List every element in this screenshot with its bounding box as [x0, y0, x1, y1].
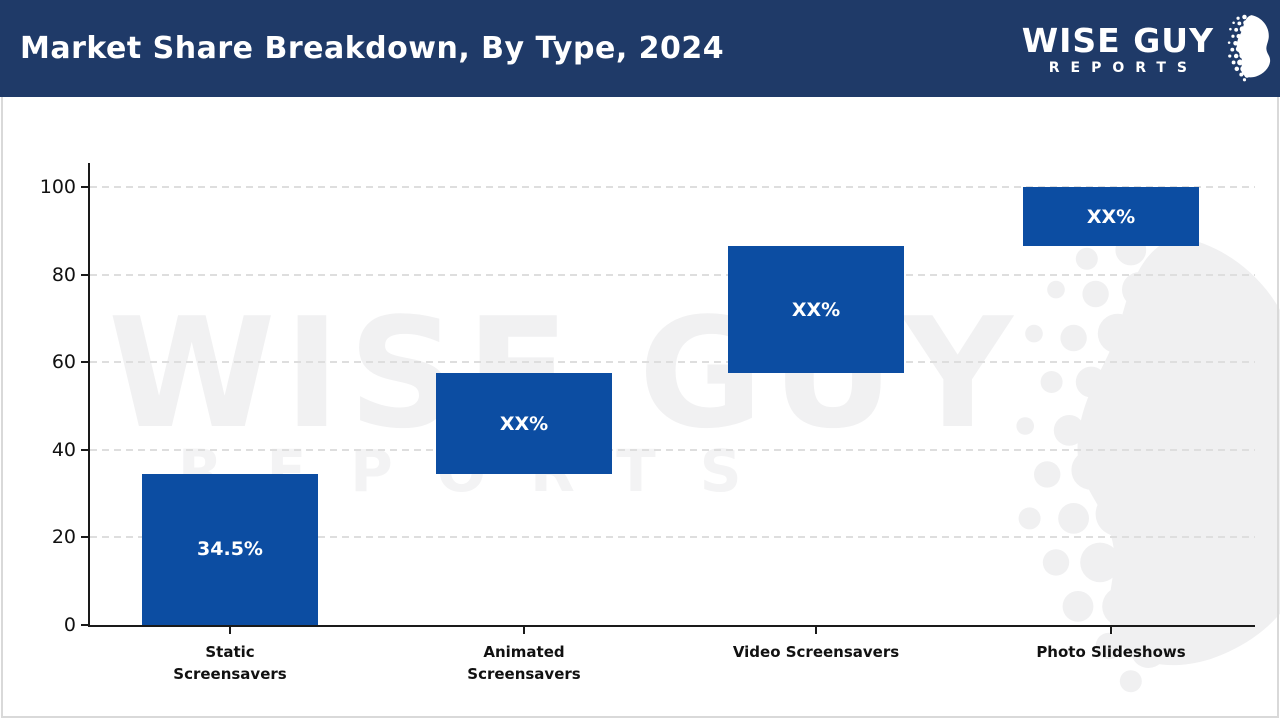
y-axis-tick-label: 20 — [51, 526, 76, 549]
logo-subtext: REPORTS — [1048, 59, 1199, 76]
logo-face-icon — [1208, 8, 1272, 90]
logo-text: WISE GUY REPORTS — [1022, 24, 1214, 75]
x-axis-category-label: Static Screensavers — [173, 643, 287, 683]
x-axis-line — [88, 625, 1255, 627]
x-axis-category-label: Photo Slideshows — [1036, 643, 1186, 661]
y-axis-line — [88, 163, 90, 627]
bar-value-label: 34.5% — [197, 538, 263, 561]
gridline — [90, 186, 1255, 188]
bar-segment: 34.5% — [142, 473, 318, 625]
brand-logo: WISE GUY REPORTS — [1022, 4, 1272, 94]
x-axis-category-label: Video Screensavers — [732, 643, 900, 661]
y-axis-tick — [81, 448, 89, 451]
y-axis-tick — [81, 273, 89, 276]
bar-segment: XX% — [1023, 187, 1199, 247]
page-title: Market Share Breakdown, By Type, 2024 — [20, 31, 725, 66]
logo-wordmark: WISE GUY — [1021, 20, 1214, 60]
bar-segment: XX% — [728, 246, 904, 374]
y-axis-tick — [81, 361, 89, 364]
y-axis-tick-label: 100 — [39, 176, 76, 198]
gridline — [90, 536, 1255, 539]
bar-value-label: XX% — [1086, 205, 1136, 228]
x-axis-tick — [523, 627, 525, 634]
y-axis-tick-label: 0 — [63, 614, 76, 636]
bar-segment: XX% — [436, 373, 612, 474]
y-axis-tick-label: 40 — [51, 438, 76, 461]
y-axis-tick-label: 60 — [51, 351, 76, 374]
y-axis-tick-label: 80 — [51, 263, 76, 286]
bar-value-label: XX% — [499, 412, 549, 435]
x-axis-tick — [229, 627, 231, 634]
x-axis-tick — [815, 627, 817, 634]
gridline — [90, 448, 1255, 451]
gridline — [90, 361, 1255, 364]
y-axis-tick — [81, 536, 89, 539]
header: Market Share Breakdown, By Type, 2024 WI… — [0, 0, 1280, 97]
y-axis-tick — [81, 624, 89, 626]
chart-area: WISE GUY REPORTS 02040608010034.5%XX%XX%… — [0, 97, 1280, 720]
y-axis-tick — [81, 186, 89, 188]
x-axis-category-label: Animated Screensavers — [467, 643, 581, 683]
x-axis-tick — [1110, 627, 1112, 634]
gridline — [90, 273, 1255, 276]
bar-value-label: XX% — [791, 298, 841, 321]
